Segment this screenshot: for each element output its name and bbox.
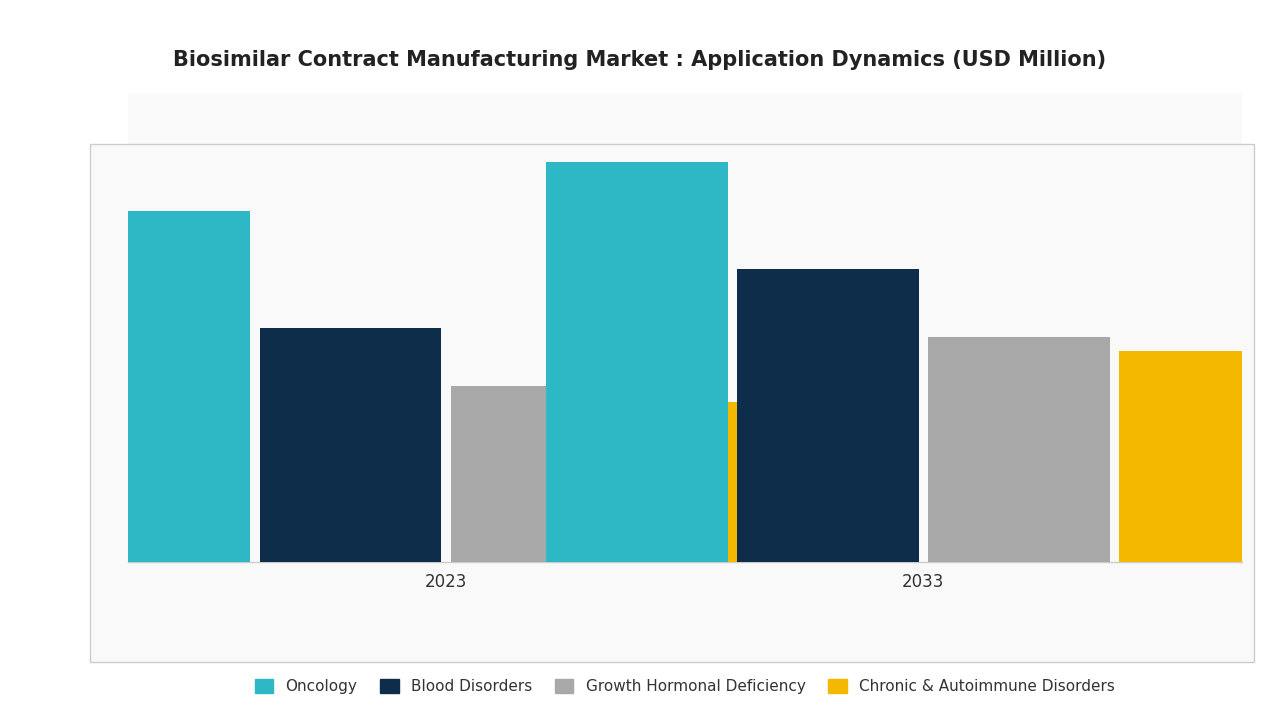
Bar (451, 386, 632, 562)
Text: Biosimilar Contract Manufacturing Market : Application Dynamics (USD Million): Biosimilar Contract Manufacturing Market… (173, 50, 1107, 71)
Bar (1119, 351, 1280, 562)
Bar (69, 210, 251, 562)
Bar (641, 402, 823, 562)
Bar (928, 338, 1110, 562)
Bar (737, 269, 919, 562)
Legend: Oncology, Blood Disorders, Growth Hormonal Deficiency, Chronic & Autoimmune Diso: Oncology, Blood Disorders, Growth Hormon… (255, 679, 1115, 694)
Bar (547, 162, 728, 562)
Bar (260, 328, 442, 562)
FancyBboxPatch shape (90, 144, 1254, 662)
